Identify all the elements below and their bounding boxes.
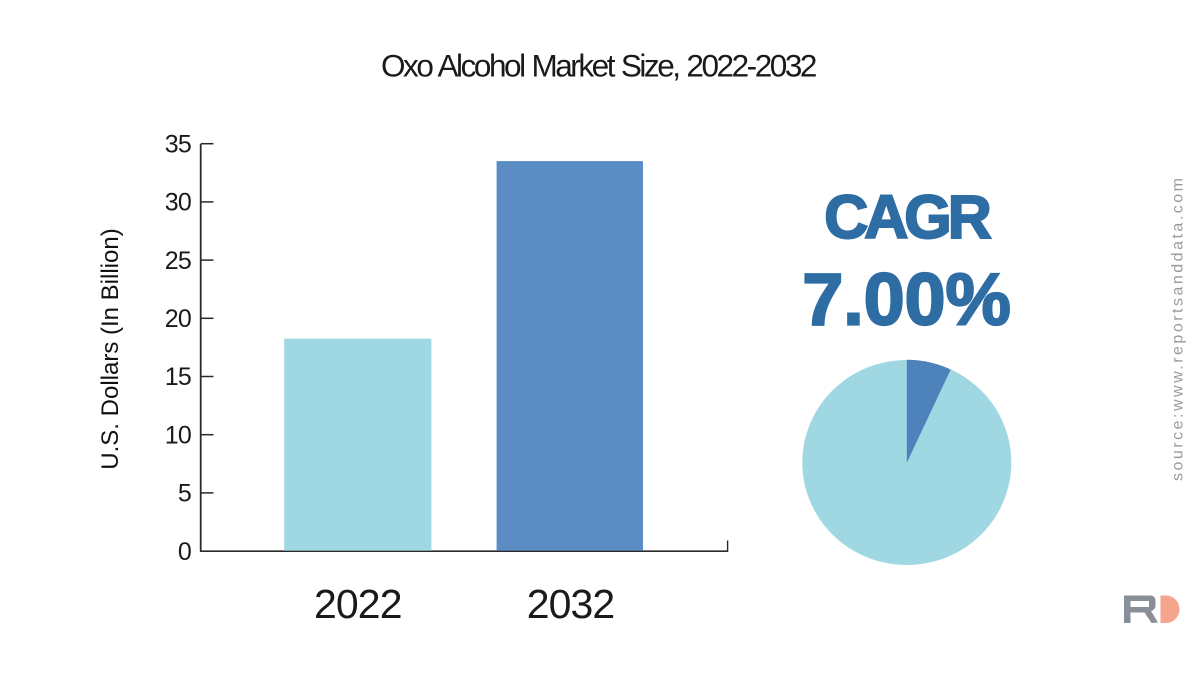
svg-text:7.00%: 7.00%	[802, 258, 1010, 341]
svg-text:10: 10	[165, 421, 191, 449]
svg-text:U.S. Dollars (In Billion): U.S. Dollars (In Billion)	[97, 228, 124, 469]
svg-text:30: 30	[165, 189, 191, 217]
svg-text:0: 0	[178, 538, 191, 566]
svg-text:20: 20	[165, 305, 191, 333]
svg-text:5: 5	[178, 480, 191, 508]
svg-text:2032: 2032	[527, 581, 615, 627]
svg-text:15: 15	[165, 363, 191, 391]
svg-text:25: 25	[165, 247, 191, 275]
svg-text:CAGR: CAGR	[824, 183, 991, 251]
svg-text:2022: 2022	[314, 581, 402, 627]
svg-text:Oxo Alcohol Market Size, 2022-: Oxo Alcohol Market Size, 2022-2032	[381, 47, 816, 83]
svg-text:35: 35	[165, 130, 191, 158]
svg-text:source:www.reportsanddata.com: source:www.reportsanddata.com	[1170, 176, 1187, 482]
